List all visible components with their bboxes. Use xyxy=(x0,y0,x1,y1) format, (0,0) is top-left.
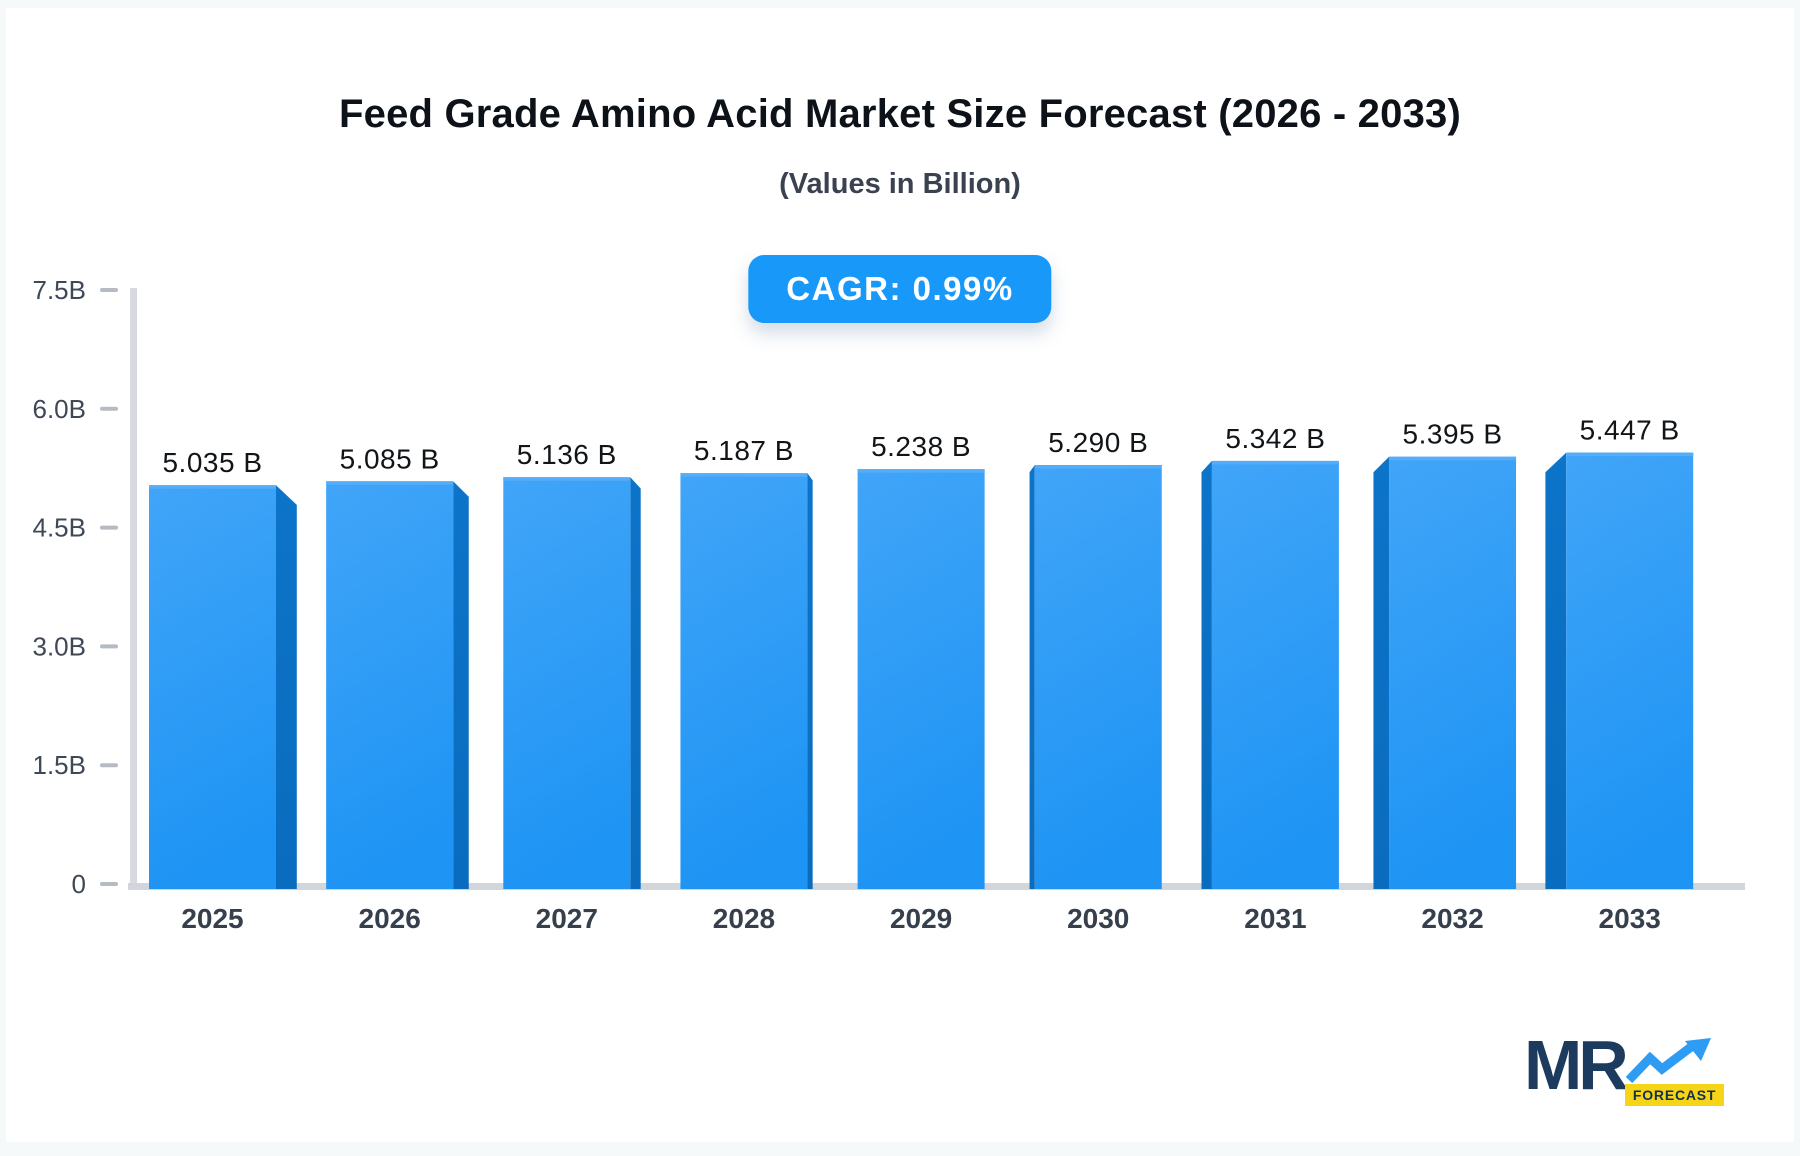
bar-side xyxy=(453,481,469,889)
bar-value-label: 5.395 B xyxy=(1403,419,1503,450)
bar-value-label: 5.342 B xyxy=(1225,423,1325,454)
bar-face xyxy=(1389,456,1517,889)
bar-face xyxy=(1211,460,1339,889)
y-axis-tick-label: 4.5B xyxy=(33,513,87,543)
bar-face xyxy=(680,473,808,889)
trend-arrow-icon xyxy=(1625,1038,1711,1084)
bar-face xyxy=(326,481,454,889)
brand-text: MR xyxy=(1524,1026,1629,1104)
bar-value-label: 5.187 B xyxy=(694,435,794,466)
x-axis-label: 2028 xyxy=(713,903,775,934)
bar-side xyxy=(1545,452,1567,889)
bar-face xyxy=(1566,452,1694,889)
brand-logo: MR FORECAST xyxy=(1524,1026,1725,1106)
bar-top-bevel xyxy=(149,485,276,489)
bar-side xyxy=(1201,460,1212,889)
bar-face xyxy=(857,469,985,889)
bars-layer: 5.035 B 2025 5.085 B 2026 5.136 B 2027 5.187 B… xyxy=(149,415,1694,934)
bar-value-label: 5.290 B xyxy=(1048,427,1148,458)
y-axis-tick xyxy=(100,406,118,411)
bar-top-bevel xyxy=(1211,460,1339,465)
bar-top-bevel xyxy=(1389,456,1517,461)
y-axis-tick xyxy=(100,882,118,886)
bar-value-label: 5.136 B xyxy=(517,439,617,470)
bar-value-label: 5.085 B xyxy=(340,443,440,474)
x-axis-label: 2029 xyxy=(890,903,952,934)
bar-side xyxy=(276,485,297,889)
y-axis-tick-label: 6.0B xyxy=(33,394,87,424)
x-axis-label: 2032 xyxy=(1421,903,1483,934)
bar-side xyxy=(807,473,813,889)
brand-subtext: FORECAST xyxy=(1624,1084,1725,1106)
x-axis-label: 2031 xyxy=(1244,903,1306,934)
chart-subtitle: (Values in Billion) xyxy=(779,168,1021,200)
bar-top-bevel xyxy=(680,473,808,477)
y-axis-tick xyxy=(100,525,118,530)
y-axis-tick-label: 0 xyxy=(72,869,86,899)
bar-top-bevel xyxy=(503,477,631,481)
y-axis-tick-label: 7.5B xyxy=(33,275,87,305)
x-axis-label: 2030 xyxy=(1067,903,1129,934)
bar-side xyxy=(1373,456,1390,889)
bar-top-bevel xyxy=(1034,465,1162,469)
bar-side xyxy=(1029,465,1035,889)
bar-value-label: 5.238 B xyxy=(871,431,971,462)
cagr-badge: CAGR: 0.99% xyxy=(748,255,1052,323)
bar-top-bevel xyxy=(1566,452,1694,457)
bar-top-bevel xyxy=(857,469,985,473)
bar-face xyxy=(503,477,631,889)
bar-face xyxy=(1034,465,1162,889)
bar-top-bevel xyxy=(326,481,454,485)
y-axis-tick xyxy=(100,644,118,649)
y-axis-tick-label: 1.5B xyxy=(33,750,87,780)
y-axis-tick xyxy=(100,763,118,768)
bar-value-label: 5.447 B xyxy=(1580,415,1680,446)
x-axis-label: 2027 xyxy=(536,903,598,934)
y-axis-tick-label: 3.0B xyxy=(33,631,87,661)
y-axis-line xyxy=(130,288,137,884)
bar-face xyxy=(149,485,276,889)
x-axis-label: 2026 xyxy=(359,903,421,934)
bar-side xyxy=(630,477,641,889)
x-axis-label: 2033 xyxy=(1599,903,1661,934)
x-axis-label: 2025 xyxy=(181,903,243,934)
bar-value-label: 5.035 B xyxy=(162,447,262,478)
y-axis-tick xyxy=(100,288,118,292)
chart-title: Feed Grade Amino Acid Market Size Foreca… xyxy=(339,92,1461,136)
